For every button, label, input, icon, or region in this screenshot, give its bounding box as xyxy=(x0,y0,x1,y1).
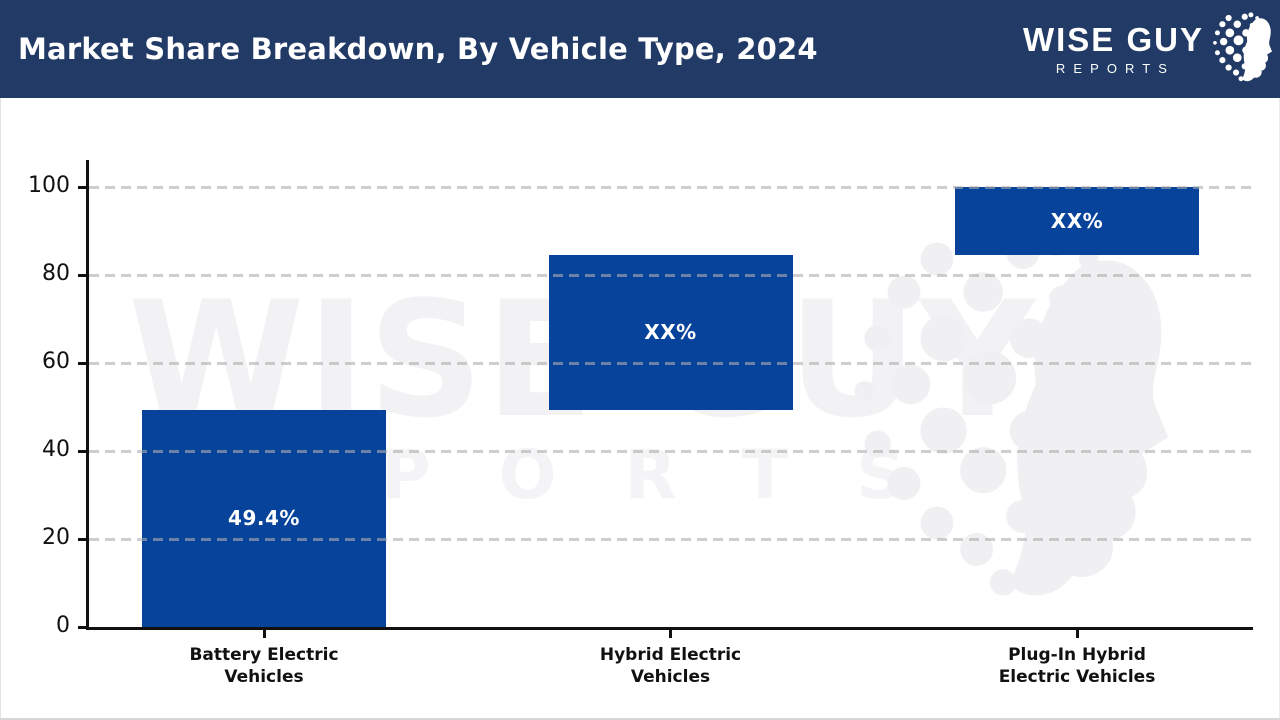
y-tick-80 xyxy=(78,273,86,277)
bar-chart-plot: 49.4% Battery Electric Vehicles XX% Hybrid … xyxy=(0,98,1280,720)
category-label-battery-electric-vehicles: Battery Electric Vehicles xyxy=(189,645,339,688)
wiseguy-logo-text: WISE GUY REPORTS xyxy=(1023,23,1204,76)
wiseguy-face-icon xyxy=(1213,12,1272,82)
bar-battery-electric-vehicles: 49.4% xyxy=(142,409,386,627)
page-title: Market Share Breakdown, By Vehicle Type,… xyxy=(18,32,818,66)
bar-hybrid-electric-vehicles: XX% xyxy=(548,254,793,410)
bar-value-label-battery-electric-vehicles: 49.4% xyxy=(228,506,300,531)
y-tick-label-40: 40 xyxy=(42,437,70,462)
header-bar: Market Share Breakdown, By Vehicle Type,… xyxy=(0,0,1280,98)
y-tick-20 xyxy=(78,537,86,541)
y-tick-0 xyxy=(78,625,86,629)
x-tick-hybrid-electric-vehicles xyxy=(669,630,672,638)
y-axis-spine xyxy=(86,160,89,630)
y-tick-40 xyxy=(78,449,86,453)
bar-value-label-hybrid-electric-vehicles: XX% xyxy=(644,320,697,345)
y-tick-label-60: 60 xyxy=(42,349,70,374)
x-axis-spine xyxy=(86,627,1253,630)
x-tick-plug-in-hybrid-electric-vehicles xyxy=(1075,630,1079,638)
y-tick-60 xyxy=(78,361,86,365)
y-tick-100 xyxy=(78,185,86,189)
y-tick-label-100: 100 xyxy=(28,173,70,198)
y-tick-label-0: 0 xyxy=(56,613,70,638)
x-tick-battery-electric-vehicles xyxy=(262,630,266,638)
category-label-plug-in-hybrid-electric-vehicles: Plug-In Hybrid Electric Vehicles xyxy=(998,645,1156,688)
bar-value-label-plug-in-hybrid-electric-vehicles: XX% xyxy=(1050,208,1104,233)
wiseguy-logo: WISE GUY REPORTS xyxy=(1023,11,1280,87)
bar-plug-in-hybrid-electric-vehicles: XX% xyxy=(955,187,1199,255)
logo-wiseguy-label: WISE GUY xyxy=(1022,20,1204,58)
chart-area: WISE GUY REPORTS 49.4% Battery Electric V… xyxy=(0,98,1280,720)
y-tick-label-20: 20 xyxy=(42,525,70,550)
y-tick-label-80: 80 xyxy=(42,261,70,286)
category-label-hybrid-electric-vehicles: Hybrid Electric Vehicles xyxy=(599,645,742,688)
logo-reports-label: REPORTS xyxy=(1055,60,1175,76)
